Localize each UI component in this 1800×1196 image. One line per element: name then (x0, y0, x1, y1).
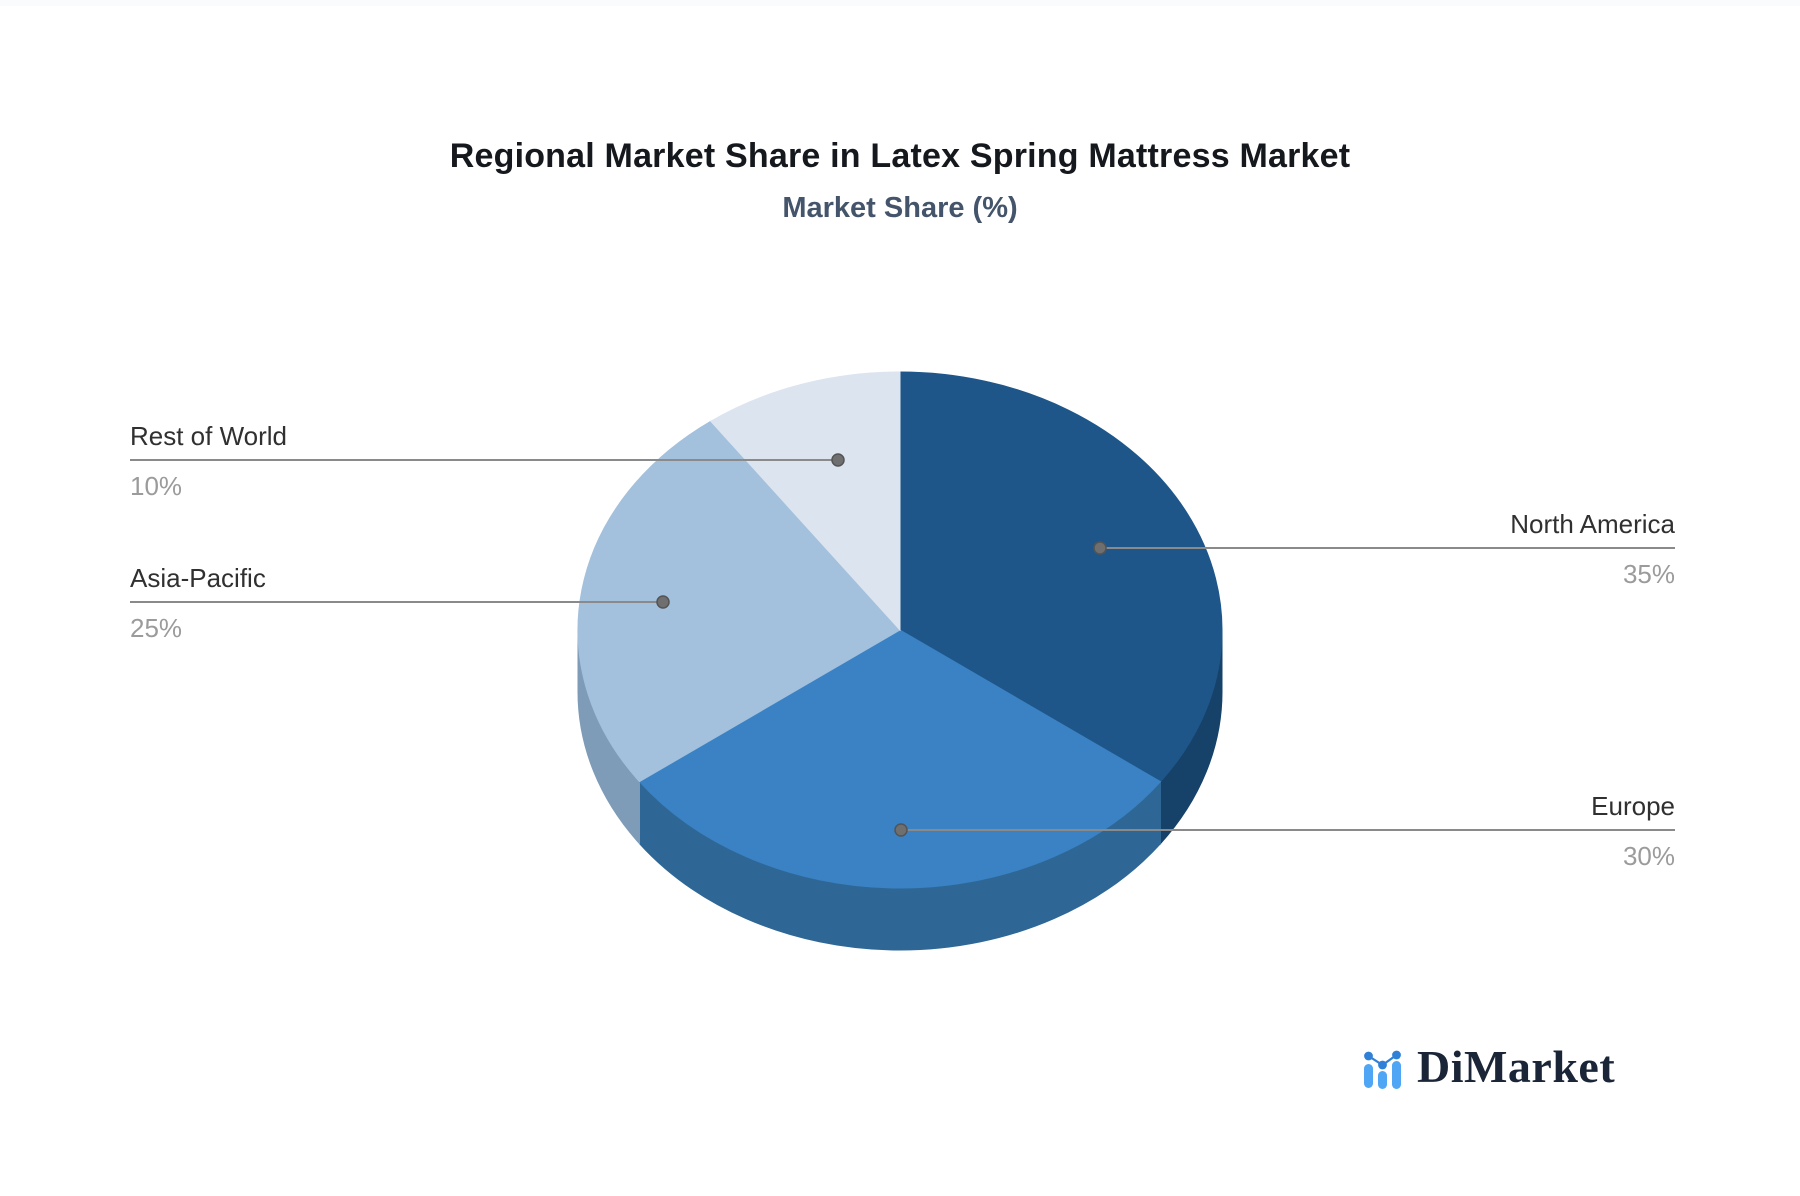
leader-dot-europe (894, 823, 908, 837)
logo-dot (1392, 1050, 1401, 1060)
slice-percentage: 30% (1622, 841, 1675, 871)
chart-subtitle: Market Share (%) (782, 192, 1018, 224)
top-strip (0, 0, 1800, 6)
slice-percentage: 35% (1622, 559, 1675, 589)
slice-label-north-america: North America 35% (1510, 508, 1675, 590)
slice-percentage: 25% (130, 613, 183, 643)
brand-logo-text: DiMarket (1417, 1041, 1616, 1092)
logo-dot (1378, 1060, 1387, 1070)
logo-dot (1364, 1051, 1373, 1061)
pie-slice-north-america[interactable] (899, 371, 1223, 783)
brand-logo-icon (1364, 1050, 1401, 1089)
leader-dot-north-america (1093, 541, 1107, 555)
pie-slice-europe[interactable] (638, 629, 1162, 889)
slice-label-asia-pacific: Asia-Pacific 25% (130, 562, 266, 644)
slice-name: Europe (1591, 791, 1675, 821)
leader-dot-asia-pacific (656, 595, 670, 609)
slice-name: North America (1510, 509, 1675, 539)
slice-name: Asia-Pacific (130, 563, 266, 593)
pie-slice-rest-of-world[interactable] (709, 371, 901, 632)
logo-bar (1364, 1064, 1373, 1088)
leader-dot-rest-of-world (831, 453, 845, 467)
slice-percentage: 10% (130, 471, 183, 501)
logo-bar (1378, 1071, 1387, 1089)
logo-bar (1392, 1061, 1401, 1089)
slice-label-europe: Europe 30% (1591, 790, 1675, 872)
brand-logo: DiMarket (1364, 1041, 1616, 1092)
slice-label-rest-of-world: Rest of World 10% (130, 420, 287, 502)
chart-title: Regional Market Share in Latex Spring Ma… (449, 137, 1351, 175)
slice-name: Rest of World (130, 421, 288, 451)
pie-slice-asia-pacific[interactable] (577, 420, 901, 783)
